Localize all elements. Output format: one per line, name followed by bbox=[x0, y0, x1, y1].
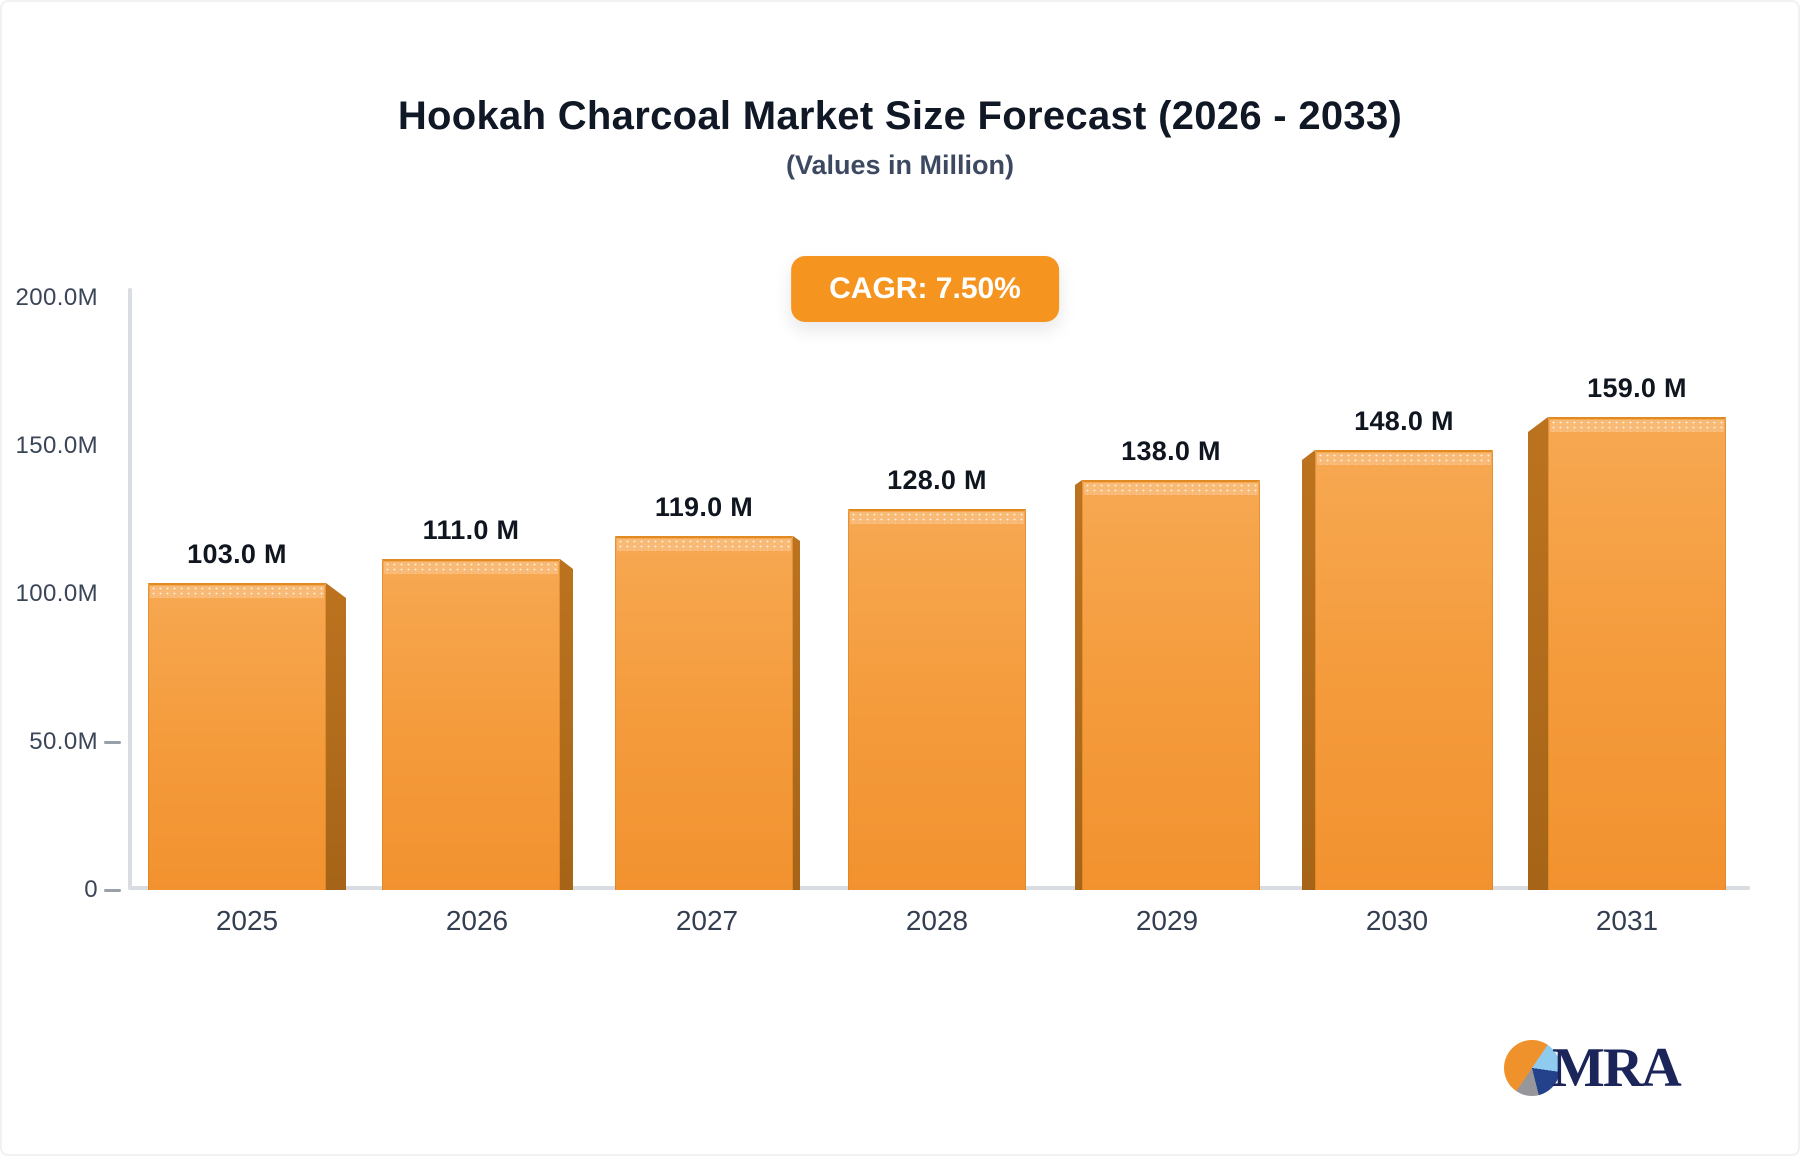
x-axis-label: 2028 bbox=[905, 905, 969, 936]
bar-top-face bbox=[1550, 420, 1724, 432]
bar bbox=[148, 583, 326, 890]
y-axis-label: 150.0M bbox=[15, 432, 98, 459]
y-axis-tick bbox=[104, 741, 121, 744]
logo-text: MRA bbox=[1552, 1037, 1682, 1099]
y-axis-tick bbox=[104, 889, 121, 892]
bar-top-face bbox=[150, 586, 324, 598]
x-axis-label: 2026 bbox=[445, 905, 509, 936]
pie-chart-logo-icon bbox=[1504, 1040, 1560, 1096]
bar bbox=[1082, 480, 1260, 890]
bar-top-face bbox=[1084, 483, 1258, 495]
bar-value-label: 128.0 M bbox=[887, 465, 987, 495]
bar-value-label: 103.0 M bbox=[187, 539, 287, 569]
chart-subtitle: (Values in Million) bbox=[785, 150, 1015, 180]
bar-side-face bbox=[793, 536, 800, 890]
x-axis-label: 2027 bbox=[675, 905, 739, 936]
bar-side-face bbox=[560, 559, 573, 890]
bar bbox=[1548, 417, 1726, 890]
bar-top-face bbox=[617, 539, 791, 551]
bar-top-face bbox=[384, 562, 558, 574]
bar bbox=[615, 536, 793, 890]
x-axis-label: 2031 bbox=[1595, 905, 1659, 936]
y-axis-line bbox=[128, 288, 132, 890]
y-axis-label: 100.0M bbox=[15, 580, 98, 607]
y-axis-label: 200.0M bbox=[15, 284, 98, 311]
bar-top-face bbox=[850, 512, 1024, 524]
x-axis-label: 2030 bbox=[1365, 905, 1429, 936]
bar bbox=[1315, 450, 1493, 890]
y-axis-label: 0 bbox=[84, 876, 98, 903]
bar bbox=[848, 509, 1026, 890]
bar-value-label: 111.0 M bbox=[422, 515, 520, 545]
x-axis-label: 2025 bbox=[215, 905, 279, 936]
mra-logo: MRA bbox=[1504, 1037, 1682, 1099]
bar-value-label: 148.0 M bbox=[1354, 406, 1454, 436]
bar-side-face bbox=[1528, 417, 1548, 890]
bar-top-face bbox=[1317, 453, 1491, 465]
cagr-badge: CAGR: 7.50% bbox=[791, 256, 1059, 322]
chart-title: Hookah Charcoal Market Size Forecast (20… bbox=[397, 94, 1403, 138]
bar-value-label: 119.0 M bbox=[654, 492, 754, 522]
bar bbox=[382, 559, 560, 890]
bar-side-face bbox=[326, 583, 346, 890]
x-axis-label: 2029 bbox=[1135, 905, 1199, 936]
y-axis-label: 50.0M bbox=[29, 728, 98, 755]
bar-value-label: 138.0 M bbox=[1121, 436, 1221, 466]
bar-side-face bbox=[1075, 480, 1082, 890]
bar-value-label: 159.0 M bbox=[1587, 373, 1687, 403]
bar-side-face bbox=[1302, 450, 1315, 890]
